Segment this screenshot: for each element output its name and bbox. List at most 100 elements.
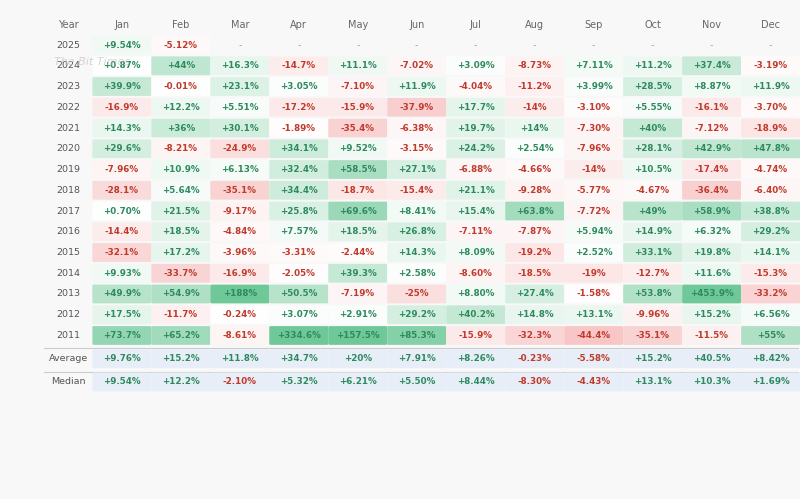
- Text: 2021: 2021: [56, 124, 80, 133]
- Text: +27.4%: +27.4%: [516, 289, 554, 298]
- FancyBboxPatch shape: [564, 139, 623, 158]
- FancyBboxPatch shape: [623, 349, 682, 368]
- FancyBboxPatch shape: [210, 284, 270, 303]
- Text: -: -: [769, 40, 772, 50]
- Text: -35.1%: -35.1%: [223, 186, 257, 195]
- Text: Sep: Sep: [585, 20, 603, 30]
- FancyBboxPatch shape: [151, 243, 210, 262]
- Text: +334.6%: +334.6%: [277, 331, 321, 340]
- Text: -8.60%: -8.60%: [458, 269, 493, 278]
- FancyBboxPatch shape: [270, 98, 328, 117]
- FancyBboxPatch shape: [151, 77, 210, 96]
- Text: +14%: +14%: [521, 124, 549, 133]
- Text: -4.04%: -4.04%: [458, 82, 493, 91]
- Text: +8.87%: +8.87%: [693, 82, 730, 91]
- Text: +5.55%: +5.55%: [634, 103, 671, 112]
- FancyBboxPatch shape: [446, 305, 506, 324]
- FancyBboxPatch shape: [387, 284, 446, 303]
- Text: +11.9%: +11.9%: [752, 82, 790, 91]
- Text: -7.11%: -7.11%: [458, 227, 493, 236]
- Text: Jun: Jun: [409, 20, 425, 30]
- FancyBboxPatch shape: [564, 56, 623, 75]
- Text: +20%: +20%: [344, 354, 372, 363]
- FancyBboxPatch shape: [446, 284, 506, 303]
- Text: +18.5%: +18.5%: [162, 227, 199, 236]
- FancyBboxPatch shape: [564, 160, 623, 179]
- Text: +26.8%: +26.8%: [398, 227, 435, 236]
- FancyBboxPatch shape: [92, 119, 151, 137]
- Text: -7.30%: -7.30%: [577, 124, 610, 133]
- Text: +15.4%: +15.4%: [457, 207, 494, 216]
- FancyBboxPatch shape: [506, 326, 564, 345]
- FancyBboxPatch shape: [270, 77, 328, 96]
- FancyBboxPatch shape: [741, 326, 800, 345]
- Text: +18.5%: +18.5%: [339, 227, 377, 236]
- FancyBboxPatch shape: [92, 284, 151, 303]
- FancyBboxPatch shape: [151, 56, 210, 75]
- Text: +12.2%: +12.2%: [162, 103, 200, 112]
- Text: -9.17%: -9.17%: [222, 207, 257, 216]
- FancyBboxPatch shape: [446, 373, 506, 391]
- Text: +5.32%: +5.32%: [280, 377, 318, 386]
- FancyBboxPatch shape: [741, 202, 800, 221]
- Text: +3.05%: +3.05%: [280, 82, 318, 91]
- FancyBboxPatch shape: [328, 98, 387, 117]
- FancyBboxPatch shape: [92, 98, 151, 117]
- Text: -24.9%: -24.9%: [222, 144, 257, 153]
- Text: +15.2%: +15.2%: [162, 354, 200, 363]
- FancyBboxPatch shape: [741, 243, 800, 262]
- FancyBboxPatch shape: [270, 202, 328, 221]
- FancyBboxPatch shape: [564, 326, 623, 345]
- FancyBboxPatch shape: [387, 326, 446, 345]
- FancyBboxPatch shape: [387, 264, 446, 282]
- FancyBboxPatch shape: [210, 202, 270, 221]
- Text: The Bit Times: The Bit Times: [54, 57, 130, 67]
- Text: -: -: [651, 40, 654, 50]
- FancyBboxPatch shape: [270, 349, 328, 368]
- FancyBboxPatch shape: [623, 98, 682, 117]
- Text: +5.94%: +5.94%: [575, 227, 613, 236]
- Text: -7.10%: -7.10%: [341, 82, 374, 91]
- Text: +23.1%: +23.1%: [221, 82, 258, 91]
- FancyBboxPatch shape: [682, 98, 741, 117]
- Text: 2017: 2017: [56, 207, 80, 216]
- FancyBboxPatch shape: [623, 181, 682, 200]
- Text: +21.5%: +21.5%: [162, 207, 200, 216]
- Text: +0.70%: +0.70%: [103, 207, 141, 216]
- FancyBboxPatch shape: [151, 284, 210, 303]
- Text: Year: Year: [58, 20, 78, 30]
- Text: -6.88%: -6.88%: [458, 165, 493, 174]
- Text: +32.4%: +32.4%: [280, 165, 318, 174]
- FancyBboxPatch shape: [151, 160, 210, 179]
- FancyBboxPatch shape: [682, 202, 741, 221]
- FancyBboxPatch shape: [328, 139, 387, 158]
- Text: -4.67%: -4.67%: [636, 186, 670, 195]
- Text: 2022: 2022: [56, 103, 80, 112]
- Text: +85.3%: +85.3%: [398, 331, 435, 340]
- FancyBboxPatch shape: [387, 77, 446, 96]
- Text: 2015: 2015: [56, 248, 80, 257]
- FancyBboxPatch shape: [210, 119, 270, 137]
- Text: 2012: 2012: [56, 310, 80, 319]
- Text: -6.38%: -6.38%: [400, 124, 434, 133]
- FancyBboxPatch shape: [446, 98, 506, 117]
- Text: -3.19%: -3.19%: [754, 61, 788, 70]
- Text: -16.1%: -16.1%: [694, 103, 729, 112]
- Text: +21.1%: +21.1%: [457, 186, 494, 195]
- FancyBboxPatch shape: [151, 305, 210, 324]
- Text: -8.21%: -8.21%: [164, 144, 198, 153]
- Text: +44%: +44%: [166, 61, 195, 70]
- FancyBboxPatch shape: [506, 349, 564, 368]
- Text: +157.5%: +157.5%: [336, 331, 379, 340]
- FancyBboxPatch shape: [92, 160, 151, 179]
- FancyBboxPatch shape: [328, 56, 387, 75]
- FancyBboxPatch shape: [506, 98, 564, 117]
- Text: +2.58%: +2.58%: [398, 269, 435, 278]
- Text: 2011: 2011: [56, 331, 80, 340]
- Text: -8.73%: -8.73%: [518, 61, 552, 70]
- FancyBboxPatch shape: [623, 284, 682, 303]
- Text: +3.99%: +3.99%: [575, 82, 613, 91]
- FancyBboxPatch shape: [151, 119, 210, 137]
- FancyBboxPatch shape: [741, 284, 800, 303]
- FancyBboxPatch shape: [741, 349, 800, 368]
